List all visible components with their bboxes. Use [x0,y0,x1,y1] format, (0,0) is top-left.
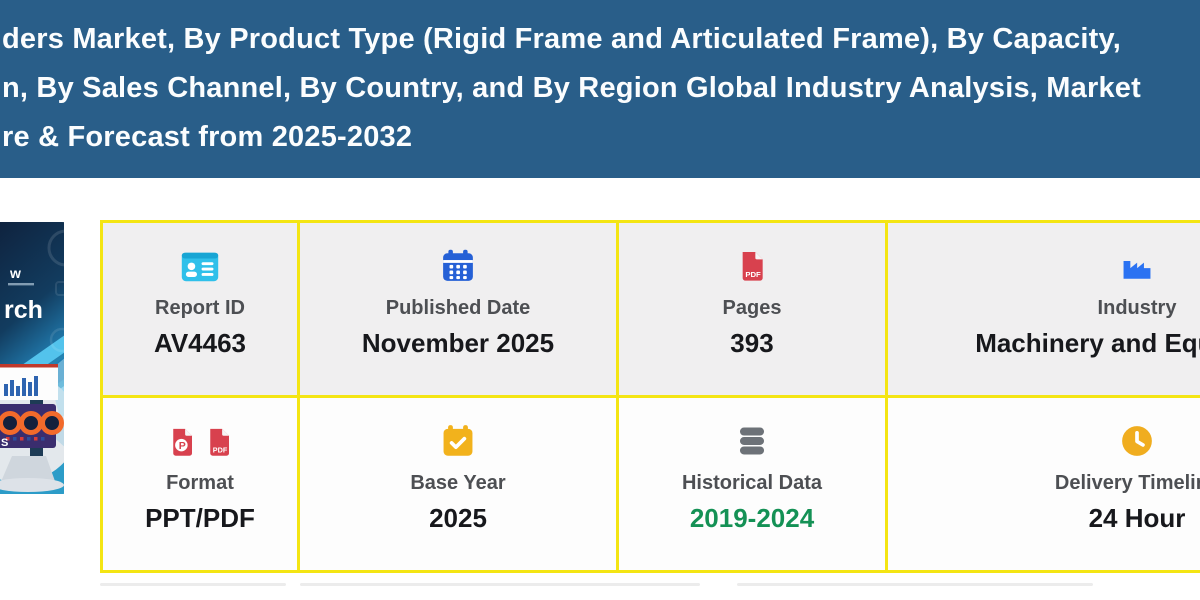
meta-value: 2019-2024 [689,503,815,533]
meta-value: AV4463 [153,328,247,358]
meta-cell-format: P PDF Format PPT/PDF [103,398,297,570]
pdf-file-icon: PDF [209,428,229,456]
calendar-icon [443,249,473,281]
meta-cell-industry: Industry Machinery and Equipment [888,223,1200,395]
meta-label: Format [166,472,234,494]
meta-value: 24 Hour [1088,503,1186,533]
meta-label: Industry [1097,297,1177,319]
calendar-check-icon [443,425,473,456]
report-cover-thumbnail: w rch [0,222,64,494]
database-icon [739,427,765,455]
pdf-file-icon: PDF [742,252,763,281]
svg-text:PDF: PDF [212,446,227,455]
meta-label: Delivery Timeline [1054,472,1200,494]
meta-value: PPT/PDF [145,503,255,533]
next-section-hint [737,583,1093,586]
report-title-banner: ders Market, By Product Type (Rigid Fram… [0,0,1200,178]
factory-icon [1123,261,1151,279]
meta-value: Machinery and Equipment [975,328,1200,358]
meta-label: Historical Data [681,472,823,494]
next-section-hint [300,583,700,586]
meta-label: Pages [722,297,782,319]
report-title-line-1: ders Market, By Product Type (Rigid Fram… [2,23,1121,55]
meta-cell-delivery-timeline: Delivery Timeline 24 Hour [888,398,1200,570]
report-title-line-3: re & Forecast from 2025-2032 [2,121,413,153]
meta-cell-report-id: Report ID AV4463 [103,223,297,395]
meta-label: Report ID [155,297,245,319]
meta-cell-base-year: Base Year 2025 [300,398,616,570]
meta-value: 2025 [429,503,487,533]
cover-logo-fragment: w [9,265,21,281]
id-card-icon [181,252,219,282]
cover-title-fragment: rch [4,296,43,324]
clock-icon [1122,426,1152,456]
report-title-line-2: n, By Sales Channel, By Country, and By … [2,72,1141,104]
meta-cell-historical-data: Historical Data 2019-2024 [619,398,885,570]
report-cover-illustration: w rch [0,222,64,494]
meta-cell-pages: PDF Pages 393 [619,223,885,395]
svg-text:PDF: PDF [745,270,761,279]
next-section-hint [100,583,286,586]
gear-icon [47,229,64,267]
meta-label: Base Year [410,472,506,494]
report-meta-grid: Report ID AV4463 [100,220,1200,573]
meta-label: Published Date [385,297,531,319]
svg-text:P: P [178,440,185,452]
cover-bottom-fragment: S [1,437,8,449]
cover-chart-graphic [0,364,58,400]
meta-value: 393 [730,328,774,358]
ppt-file-icon: P [172,428,192,456]
meta-value: November 2025 [361,328,555,358]
meta-cell-published-date: Published Date November 2025 [300,223,616,395]
